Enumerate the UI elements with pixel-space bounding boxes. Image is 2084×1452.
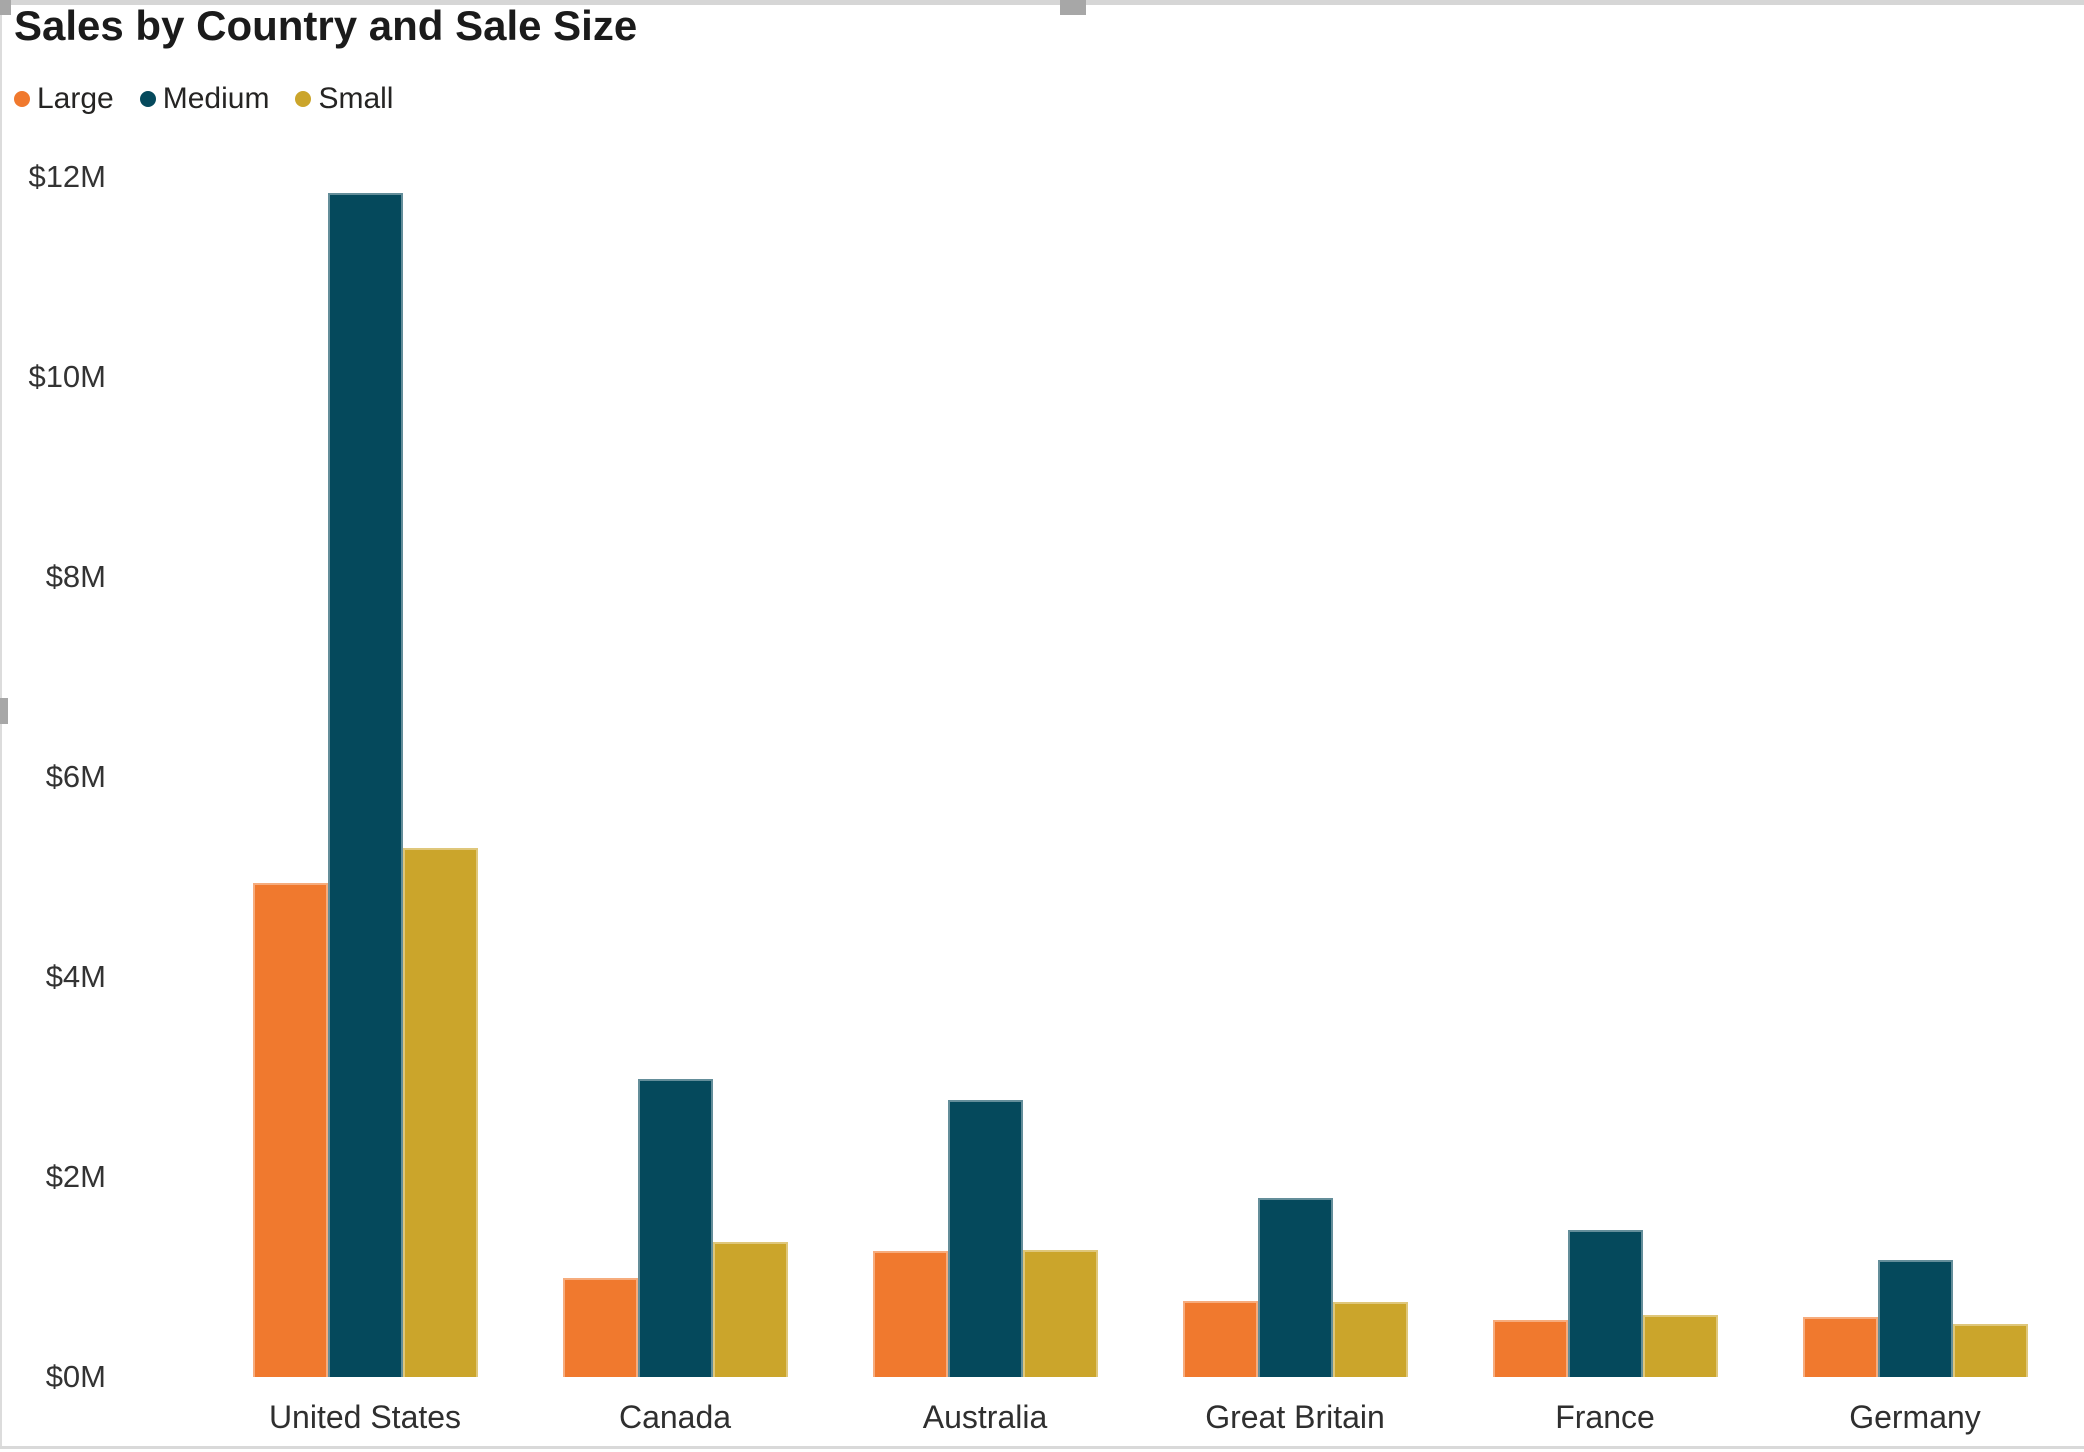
bar-large-australia[interactable] (872, 1251, 948, 1377)
bar-large-germany[interactable] (1802, 1317, 1878, 1377)
bar-small-canada[interactable] (712, 1242, 788, 1377)
bar-small-france[interactable] (1642, 1315, 1718, 1377)
bar-small-united-states[interactable] (402, 848, 478, 1377)
bar-medium-germany[interactable] (1877, 1260, 1953, 1377)
legend-item-large[interactable]: Large (14, 82, 114, 116)
bar-medium-united-states[interactable] (327, 193, 403, 1377)
visual-frame-top (0, 0, 2084, 5)
legend-label: Large (37, 82, 114, 115)
bar-small-germany[interactable] (1952, 1324, 2028, 1377)
chart-title: Sales by Country and Sale Size (14, 2, 638, 49)
legend-label: Small (318, 82, 394, 115)
x-axis: United States Canada Australia Great Britai… (210, 1392, 2070, 1442)
y-tick-label: $10M (28, 359, 106, 394)
resize-handle-left-middle[interactable] (0, 698, 8, 724)
bar-medium-australia[interactable] (947, 1100, 1023, 1377)
bar-medium-france[interactable] (1567, 1230, 1643, 1377)
bar-small-australia[interactable] (1022, 1250, 1098, 1377)
x-axis-label: Germany (1849, 1399, 1981, 1435)
legend-item-small[interactable]: Small (295, 82, 393, 116)
y-tick-label: $6M (45, 759, 106, 794)
y-tick-label: $4M (45, 959, 106, 994)
plot-area (210, 177, 2070, 1377)
legend-label: Medium (162, 82, 270, 115)
bar-small-great-britain[interactable] (1332, 1302, 1408, 1377)
y-tick-label: $12M (28, 159, 106, 194)
bar-large-great-britain[interactable] (1182, 1301, 1258, 1377)
x-axis-label: Great Britain (1205, 1399, 1385, 1435)
x-axis-label: France (1555, 1399, 1655, 1435)
y-tick-label: $8M (45, 559, 106, 594)
legend-dot-small (295, 91, 312, 107)
visual-frame-bottom (0, 1446, 2084, 1449)
bar-group-germany (1760, 177, 2070, 1377)
bar-medium-canada[interactable] (637, 1079, 713, 1377)
bar-group-united-states (210, 177, 520, 1377)
resize-handle-top-left[interactable] (0, 0, 11, 15)
resize-handle-top-middle[interactable] (1060, 0, 1086, 15)
x-axis-label: Canada (618, 1399, 732, 1435)
bar-large-canada[interactable] (562, 1278, 638, 1377)
y-tick-label: $0M (45, 1359, 106, 1394)
y-tick-label: $2M (45, 1159, 106, 1194)
bar-medium-great-britain[interactable] (1257, 1198, 1333, 1377)
legend-item-medium[interactable]: Medium (139, 82, 270, 116)
bar-group-australia (830, 177, 1140, 1377)
bar-group-canada (520, 177, 830, 1377)
legend-dot-medium (139, 91, 156, 107)
x-axis-label: Australia (922, 1399, 1048, 1435)
bar-large-france[interactable] (1492, 1320, 1568, 1377)
chart-legend: Large Medium Small (14, 82, 419, 116)
bar-group-great-britain (1140, 177, 1450, 1377)
legend-dot-large (14, 91, 30, 107)
bar-group-france (1450, 177, 1760, 1377)
x-axis-label: United States (268, 1399, 462, 1435)
bar-large-united-states[interactable] (252, 883, 328, 1377)
